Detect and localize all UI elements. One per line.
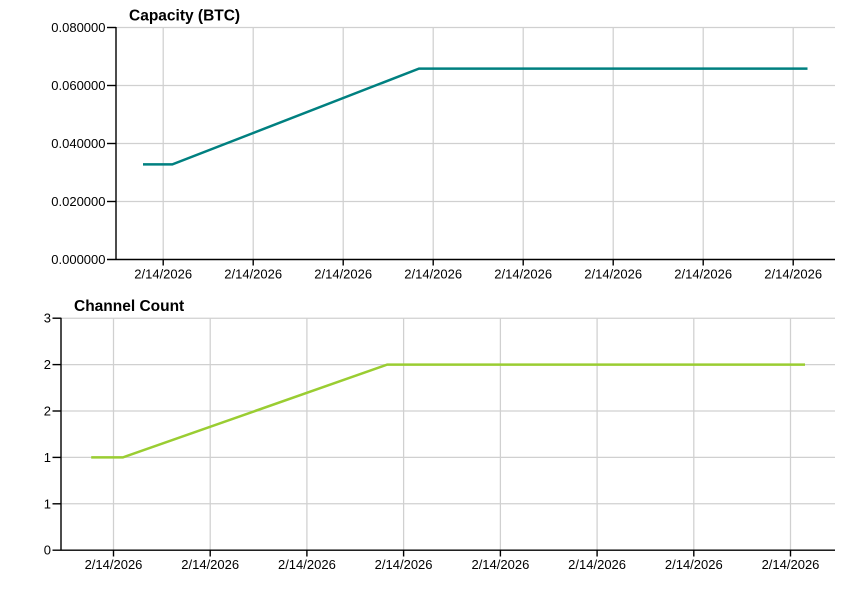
svg-text:2/14/2026: 2/14/2026 (314, 267, 372, 282)
svg-text:0.060000: 0.060000 (51, 78, 105, 93)
svg-text:2/14/2026: 2/14/2026 (278, 557, 336, 572)
svg-text:1: 1 (44, 496, 51, 511)
svg-text:0.040000: 0.040000 (51, 136, 105, 151)
svg-text:Capacity (BTC): Capacity (BTC) (129, 7, 240, 24)
svg-text:2: 2 (44, 357, 51, 372)
svg-text:0.080000: 0.080000 (51, 20, 105, 35)
svg-text:2/14/2026: 2/14/2026 (85, 557, 143, 572)
svg-text:2/14/2026: 2/14/2026 (134, 267, 192, 282)
svg-text:2/14/2026: 2/14/2026 (181, 557, 239, 572)
svg-text:2/14/2026: 2/14/2026 (494, 267, 552, 282)
svg-text:2/14/2026: 2/14/2026 (665, 557, 723, 572)
svg-text:2/14/2026: 2/14/2026 (674, 267, 732, 282)
svg-text:0.000000: 0.000000 (51, 252, 105, 267)
svg-text:3: 3 (44, 311, 51, 326)
svg-text:0: 0 (44, 543, 51, 558)
svg-text:1: 1 (44, 450, 51, 465)
svg-text:2/14/2026: 2/14/2026 (224, 267, 282, 282)
svg-text:2/14/2026: 2/14/2026 (375, 557, 433, 572)
svg-text:2: 2 (44, 404, 51, 419)
svg-text:2/14/2026: 2/14/2026 (762, 557, 820, 572)
svg-text:2/14/2026: 2/14/2026 (568, 557, 626, 572)
svg-text:0.020000: 0.020000 (51, 194, 105, 209)
svg-text:Channel Count: Channel Count (74, 298, 184, 315)
svg-text:2/14/2026: 2/14/2026 (584, 267, 642, 282)
svg-text:2/14/2026: 2/14/2026 (404, 267, 462, 282)
svg-text:2/14/2026: 2/14/2026 (471, 557, 529, 572)
svg-text:2/14/2026: 2/14/2026 (764, 267, 822, 282)
